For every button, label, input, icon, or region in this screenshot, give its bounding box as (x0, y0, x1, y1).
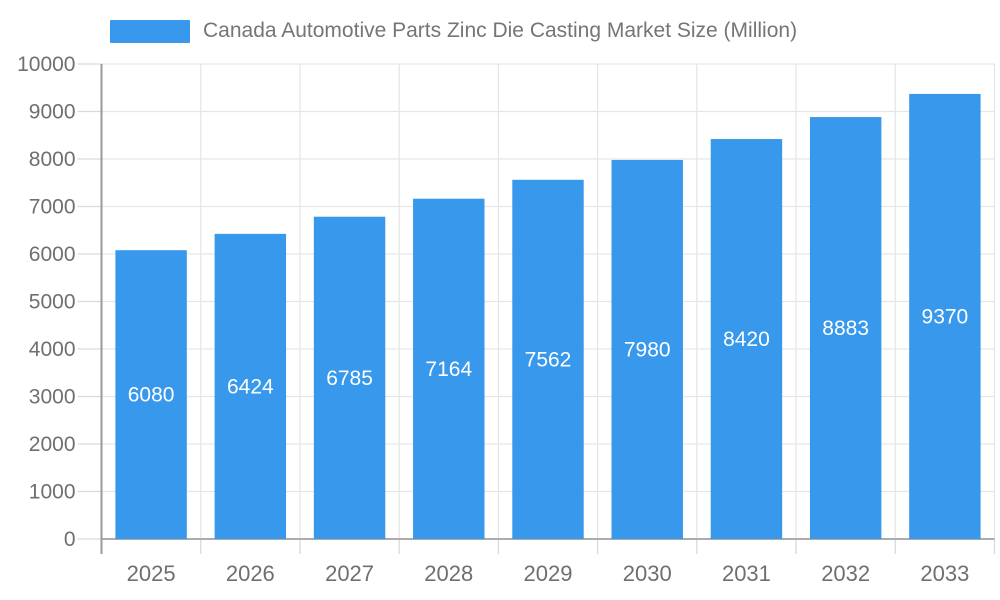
bars (115, 93, 981, 540)
bar-value-label: 8420 (723, 328, 770, 351)
bar-value-label: 9370 (922, 305, 969, 328)
y-axis-tick-label: 0 (64, 528, 76, 551)
bar-value-label: 8883 (822, 317, 869, 340)
bar-2033[interactable] (909, 93, 981, 540)
y-axis-tick-label: 7000 (29, 196, 76, 219)
bar-2032[interactable] (809, 117, 882, 540)
y-axis-tick-label: 8000 (29, 148, 76, 171)
y-axis-tick-label: 9000 (29, 101, 76, 124)
bar-value-label: 6785 (326, 367, 373, 390)
bar-value-label: 6080 (128, 384, 175, 407)
legend-label: Canada Automotive Parts Zinc Die Casting… (203, 19, 798, 42)
x-axis-tick-label: 2031 (722, 561, 771, 586)
x-axis-tick-label: 2027 (325, 561, 374, 586)
y-axis-tick-label: 5000 (29, 291, 76, 314)
bar-value-label: 7164 (425, 358, 472, 381)
bar-value-label: 7562 (525, 348, 572, 371)
x-axis-tick-label: 2028 (424, 561, 473, 586)
bar-value-label: 7980 (624, 338, 671, 361)
bar-2030[interactable] (611, 159, 683, 539)
bar-value-label: 6424 (227, 375, 274, 398)
bar-2025[interactable] (115, 250, 187, 539)
legend-item[interactable]: Canada Automotive Parts Zinc Die Casting… (110, 19, 797, 43)
x-axis-tick-label: 2030 (623, 561, 672, 586)
y-axis-tick-label: 2000 (29, 433, 76, 456)
y-axis-tick-label: 6000 (29, 243, 76, 266)
bar-2028[interactable] (413, 198, 485, 539)
x-axis-tick-label: 2025 (127, 561, 176, 586)
bar-2026[interactable] (214, 233, 287, 540)
labels: 6080 6424 6785 7164 7562 7980 8420 8883 9370 (128, 305, 968, 406)
y-axis-tick-label: 3000 (29, 386, 76, 409)
x-axis-tick-label: 2033 (920, 561, 969, 586)
y-axis-tick-label: 1000 (29, 481, 76, 504)
y-axis-tick-label: 10000 (17, 53, 75, 76)
bar-2027[interactable] (313, 216, 386, 539)
y-axis-tick-label: 4000 (29, 338, 76, 361)
x-axis-tick-label: 2032 (821, 561, 870, 586)
x-axis-tick-label: 2029 (524, 561, 573, 586)
bar-2029[interactable] (512, 179, 584, 539)
x-axis-tick-label: 2026 (226, 561, 275, 586)
bar-2031[interactable] (710, 139, 783, 540)
legend-swatch-icon (110, 19, 190, 43)
